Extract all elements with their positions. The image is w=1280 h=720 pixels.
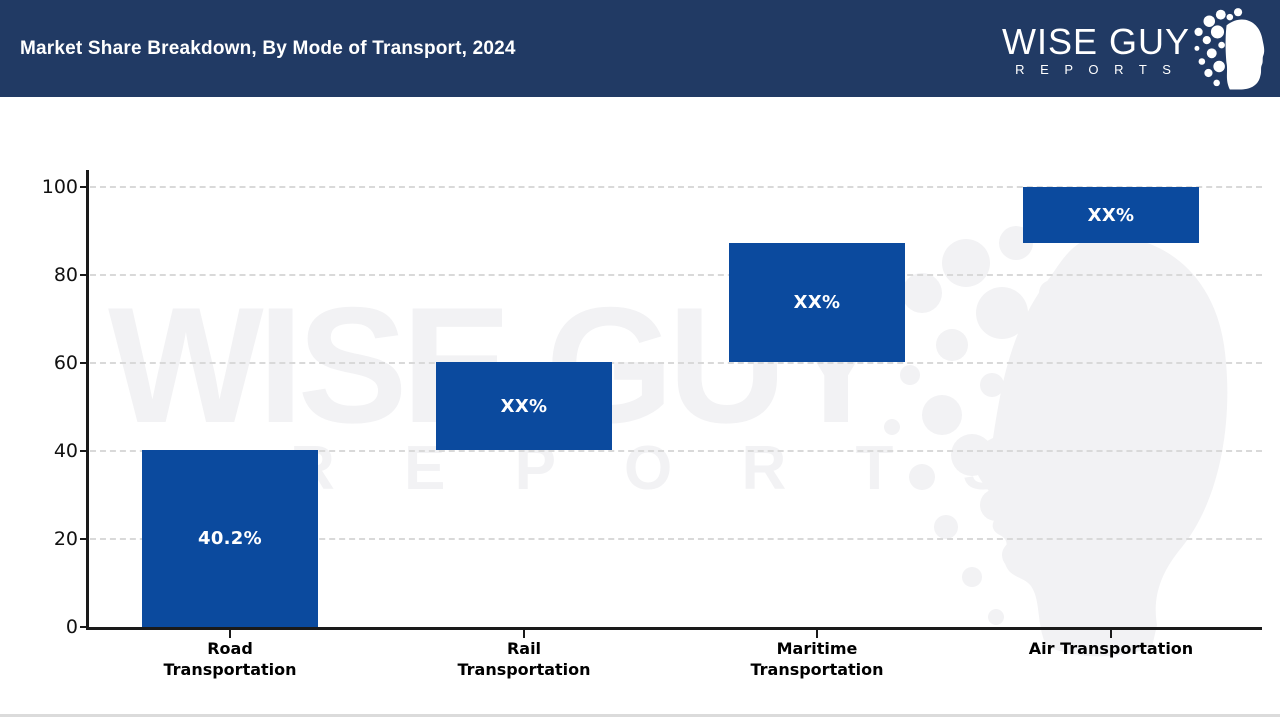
report-header: Market Share Breakdown, By Mode of Trans… xyxy=(0,0,1280,97)
y-axis-tick xyxy=(80,274,88,276)
watermark-reports-text: R E P O R T S xyxy=(290,434,1030,503)
x-axis-line xyxy=(86,627,1262,630)
x-axis-category-label: Rail Transportation xyxy=(457,639,591,679)
chart-title: Market Share Breakdown, By Mode of Trans… xyxy=(20,37,516,59)
y-gridline xyxy=(90,362,1262,364)
wiseguy-logo-subname: R E P O R T S xyxy=(1015,62,1177,78)
y-gridline xyxy=(90,274,1262,276)
bottom-divider xyxy=(0,714,1280,717)
y-gridline xyxy=(90,186,1262,188)
wiseguy-logo-text: WISE GUY R E P O R T S xyxy=(1001,20,1190,78)
bar-value-label: XX% xyxy=(500,395,548,417)
x-axis-tick xyxy=(816,630,818,638)
bar-road-transportation: 40.2% xyxy=(142,450,318,627)
x-axis-tick xyxy=(523,630,525,638)
x-axis-category-label: Maritime Transportation xyxy=(750,639,884,679)
y-axis-tick-label: 100 xyxy=(41,176,78,198)
y-axis-tick xyxy=(80,450,88,452)
wiseguy-logo: WISE GUY R E P O R T S xyxy=(1002,6,1266,94)
bar-value-label: XX% xyxy=(793,292,841,314)
y-axis-tick-label: 0 xyxy=(65,616,78,638)
y-axis-tick xyxy=(80,538,88,540)
bar-value-label: 40.2% xyxy=(198,528,262,550)
y-axis-tick xyxy=(80,186,88,188)
y-axis-tick-label: 40 xyxy=(53,440,78,462)
bar-maritime-transportation: XX% xyxy=(729,243,905,363)
y-axis-tick-label: 20 xyxy=(53,528,78,550)
x-axis-tick xyxy=(1110,630,1112,638)
x-axis-category-label: Road Transportation xyxy=(163,639,297,679)
y-axis-line xyxy=(86,170,89,630)
y-axis-tick xyxy=(80,626,88,628)
wiseguy-face-icon xyxy=(1194,8,1265,90)
wiseguy-logo-name: WISE GUY xyxy=(1001,20,1190,62)
bar-value-label: XX% xyxy=(1087,204,1135,226)
bar-air-transportation: XX% xyxy=(1023,187,1199,244)
y-axis-tick-label: 80 xyxy=(53,264,78,286)
x-axis-category-label: Air Transportation xyxy=(1028,639,1194,658)
x-axis-tick xyxy=(229,630,231,638)
bar-rail-transportation: XX% xyxy=(436,362,612,451)
y-axis-tick xyxy=(80,362,88,364)
y-axis-tick-label: 60 xyxy=(53,352,78,374)
y-gridline xyxy=(90,450,1262,452)
y-gridline xyxy=(90,538,1262,540)
